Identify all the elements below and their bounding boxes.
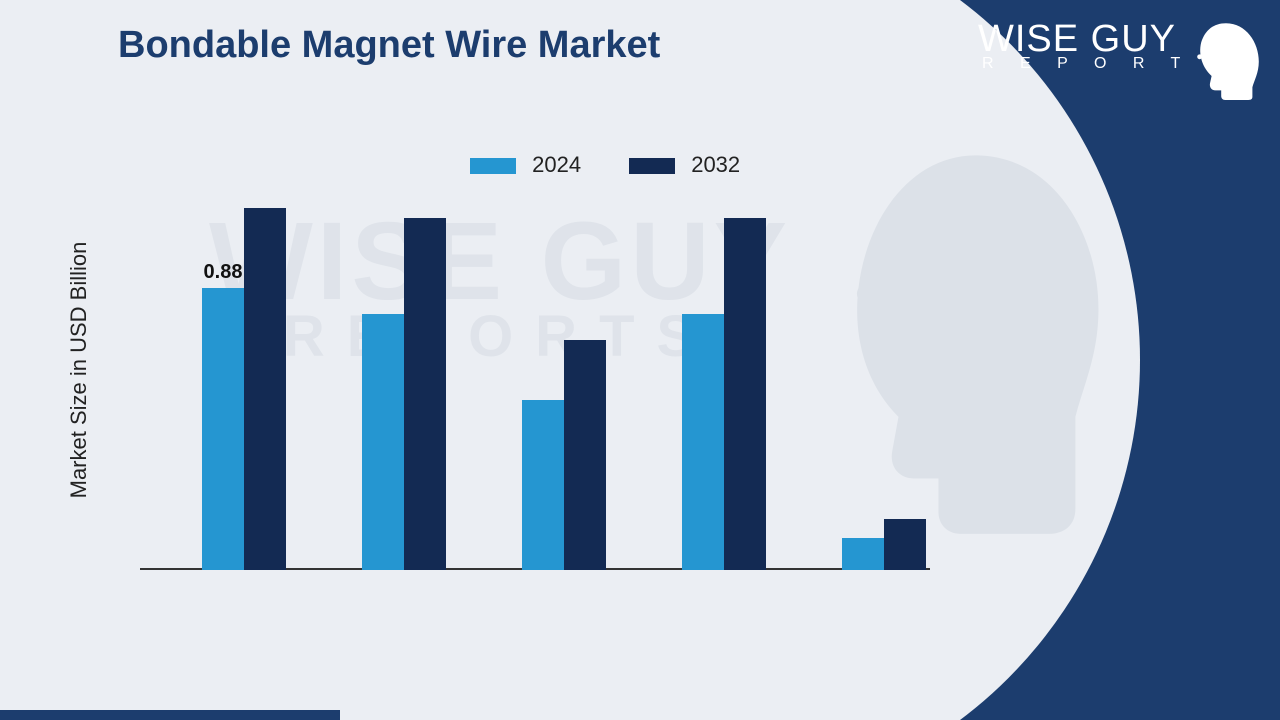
bar-series-b	[404, 218, 446, 570]
bar-series-a	[202, 288, 244, 570]
brand-head-icon	[1182, 20, 1262, 100]
bar-series-a	[682, 314, 724, 570]
bar-series-b	[884, 519, 926, 570]
bar-series-b	[564, 340, 606, 570]
plot-area: 0.88NORTH AMERICAEUROPESOUTH AMERICAASIA…	[140, 170, 930, 570]
bottom-accent-strip	[0, 710, 340, 720]
brand-logo: WISE GUY R E P O R T S	[978, 18, 1258, 98]
bar-series-b	[724, 218, 766, 570]
y-axis-label: Market Size in USD Billion	[66, 190, 92, 550]
report-card: WISE GUY REPORTS WISE GUY R E P O R T S …	[0, 0, 1280, 720]
bar-value-label: 0.88	[204, 261, 243, 284]
bar-series-b	[244, 208, 286, 570]
bar-series-a	[842, 538, 884, 570]
chart-area: Market Size in USD Billion 0.88NORTH AME…	[60, 150, 940, 620]
bar-series-a	[522, 400, 564, 570]
bar-series-a	[362, 314, 404, 570]
chart-title: Bondable Magnet Wire Market	[118, 24, 660, 67]
